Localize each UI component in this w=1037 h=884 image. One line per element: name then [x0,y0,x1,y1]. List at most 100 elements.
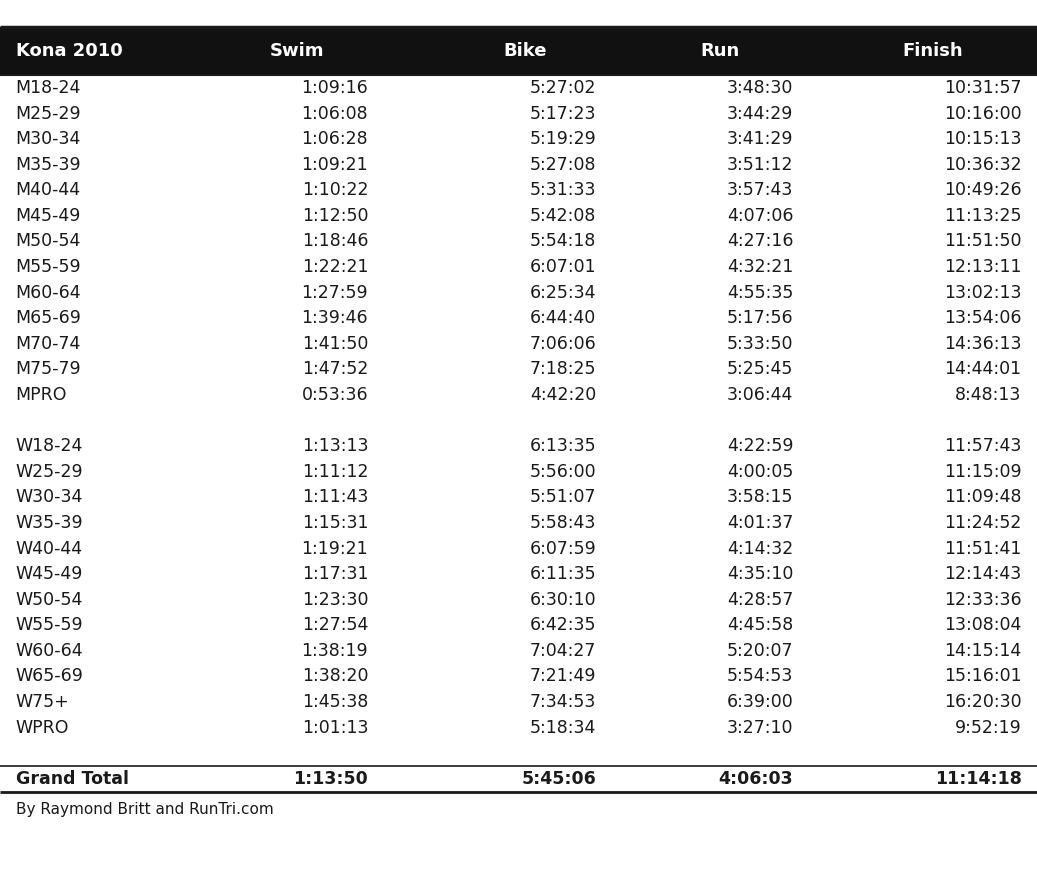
Text: 1:19:21: 1:19:21 [302,539,368,558]
Text: 14:36:13: 14:36:13 [944,335,1021,353]
Text: W55-59: W55-59 [16,616,83,635]
Text: 10:15:13: 10:15:13 [944,130,1021,149]
Text: 10:31:57: 10:31:57 [944,79,1021,97]
Text: 4:35:10: 4:35:10 [727,565,793,583]
Text: 8:48:13: 8:48:13 [955,386,1021,404]
Text: 6:30:10: 6:30:10 [530,591,596,609]
Text: 7:18:25: 7:18:25 [530,361,596,378]
Bar [0,27,1037,75]
Text: 4:01:37: 4:01:37 [727,514,793,532]
Text: 6:07:59: 6:07:59 [530,539,596,558]
Text: 15:16:01: 15:16:01 [944,667,1021,685]
Text: 1:23:30: 1:23:30 [302,591,368,609]
Text: 5:56:00: 5:56:00 [530,463,596,481]
Text: M75-79: M75-79 [16,361,81,378]
Text: 3:06:44: 3:06:44 [727,386,793,404]
Text: 11:51:41: 11:51:41 [944,539,1021,558]
Text: 11:13:25: 11:13:25 [944,207,1021,225]
Text: 5:17:56: 5:17:56 [727,309,793,327]
Text: 4:27:16: 4:27:16 [727,232,793,250]
Text: 4:06:03: 4:06:03 [719,770,793,788]
Text: M70-74: M70-74 [16,335,81,353]
Text: 1:47:52: 1:47:52 [302,361,368,378]
Text: M65-69: M65-69 [16,309,82,327]
Text: M35-39: M35-39 [16,156,81,173]
Text: 12:33:36: 12:33:36 [944,591,1021,609]
Text: W30-34: W30-34 [16,488,83,507]
Text: 10:16:00: 10:16:00 [944,104,1021,123]
Text: M45-49: M45-49 [16,207,81,225]
Text: 4:00:05: 4:00:05 [727,463,793,481]
Text: 6:13:35: 6:13:35 [530,438,596,455]
Text: 5:51:07: 5:51:07 [530,488,596,507]
Text: 1:11:43: 1:11:43 [302,488,368,507]
Text: 1:27:54: 1:27:54 [302,616,368,635]
Text: 4:42:20: 4:42:20 [530,386,596,404]
Text: 5:25:45: 5:25:45 [727,361,793,378]
Text: 1:18:46: 1:18:46 [302,232,368,250]
Text: M55-59: M55-59 [16,258,81,276]
Text: 13:08:04: 13:08:04 [944,616,1021,635]
Text: 7:21:49: 7:21:49 [530,667,596,685]
Text: 3:44:29: 3:44:29 [727,104,793,123]
Text: 11:57:43: 11:57:43 [944,438,1021,455]
Text: 11:14:18: 11:14:18 [934,770,1021,788]
Text: 3:57:43: 3:57:43 [727,181,793,199]
Text: M50-54: M50-54 [16,232,81,250]
Text: 1:09:21: 1:09:21 [302,156,368,173]
Text: 1:12:50: 1:12:50 [302,207,368,225]
Text: 10:49:26: 10:49:26 [944,181,1021,199]
Text: Run: Run [700,42,739,60]
Text: 1:13:50: 1:13:50 [293,770,368,788]
Text: M60-64: M60-64 [16,284,81,301]
Text: W50-54: W50-54 [16,591,83,609]
Text: 4:22:59: 4:22:59 [727,438,793,455]
Text: 5:27:02: 5:27:02 [530,79,596,97]
Text: WPRO: WPRO [16,719,69,736]
Text: 1:06:28: 1:06:28 [302,130,368,149]
Text: Swim: Swim [270,42,325,60]
Text: 7:06:06: 7:06:06 [530,335,596,353]
Text: W18-24: W18-24 [16,438,83,455]
Text: 1:17:31: 1:17:31 [302,565,368,583]
Text: 5:42:08: 5:42:08 [530,207,596,225]
Text: 1:15:31: 1:15:31 [302,514,368,532]
Text: W40-44: W40-44 [16,539,83,558]
Text: 5:33:50: 5:33:50 [727,335,793,353]
Text: Grand Total: Grand Total [16,770,129,788]
Text: 5:58:43: 5:58:43 [530,514,596,532]
Text: 6:39:00: 6:39:00 [727,693,793,711]
Text: 1:09:16: 1:09:16 [302,79,368,97]
Text: 1:27:59: 1:27:59 [302,284,368,301]
Text: Bike: Bike [503,42,546,60]
Text: 13:54:06: 13:54:06 [944,309,1021,327]
Text: 4:45:58: 4:45:58 [727,616,793,635]
Text: 1:01:13: 1:01:13 [302,719,368,736]
Text: 5:18:34: 5:18:34 [530,719,596,736]
Text: 1:10:22: 1:10:22 [302,181,368,199]
Text: M40-44: M40-44 [16,181,81,199]
Text: 4:32:21: 4:32:21 [727,258,793,276]
Text: 14:44:01: 14:44:01 [945,361,1021,378]
Text: 3:48:30: 3:48:30 [727,79,793,97]
Text: W45-49: W45-49 [16,565,83,583]
Text: 1:38:19: 1:38:19 [302,642,368,659]
Text: 0:53:36: 0:53:36 [302,386,368,404]
Text: M25-29: M25-29 [16,104,81,123]
Text: 3:58:15: 3:58:15 [727,488,793,507]
Text: By Raymond Britt and RunTri.com: By Raymond Britt and RunTri.com [16,803,274,817]
Text: 3:41:29: 3:41:29 [727,130,793,149]
Text: W25-29: W25-29 [16,463,83,481]
Text: 5:31:33: 5:31:33 [530,181,596,199]
Text: W60-64: W60-64 [16,642,83,659]
Text: 7:04:27: 7:04:27 [530,642,596,659]
Text: 1:11:12: 1:11:12 [302,463,368,481]
Text: 4:28:57: 4:28:57 [727,591,793,609]
Text: 1:45:38: 1:45:38 [302,693,368,711]
Text: 6:44:40: 6:44:40 [530,309,596,327]
Text: Finish: Finish [902,42,962,60]
Text: 11:09:48: 11:09:48 [944,488,1021,507]
Text: 5:54:18: 5:54:18 [530,232,596,250]
Text: 11:51:50: 11:51:50 [944,232,1021,250]
Text: W75+: W75+ [16,693,69,711]
